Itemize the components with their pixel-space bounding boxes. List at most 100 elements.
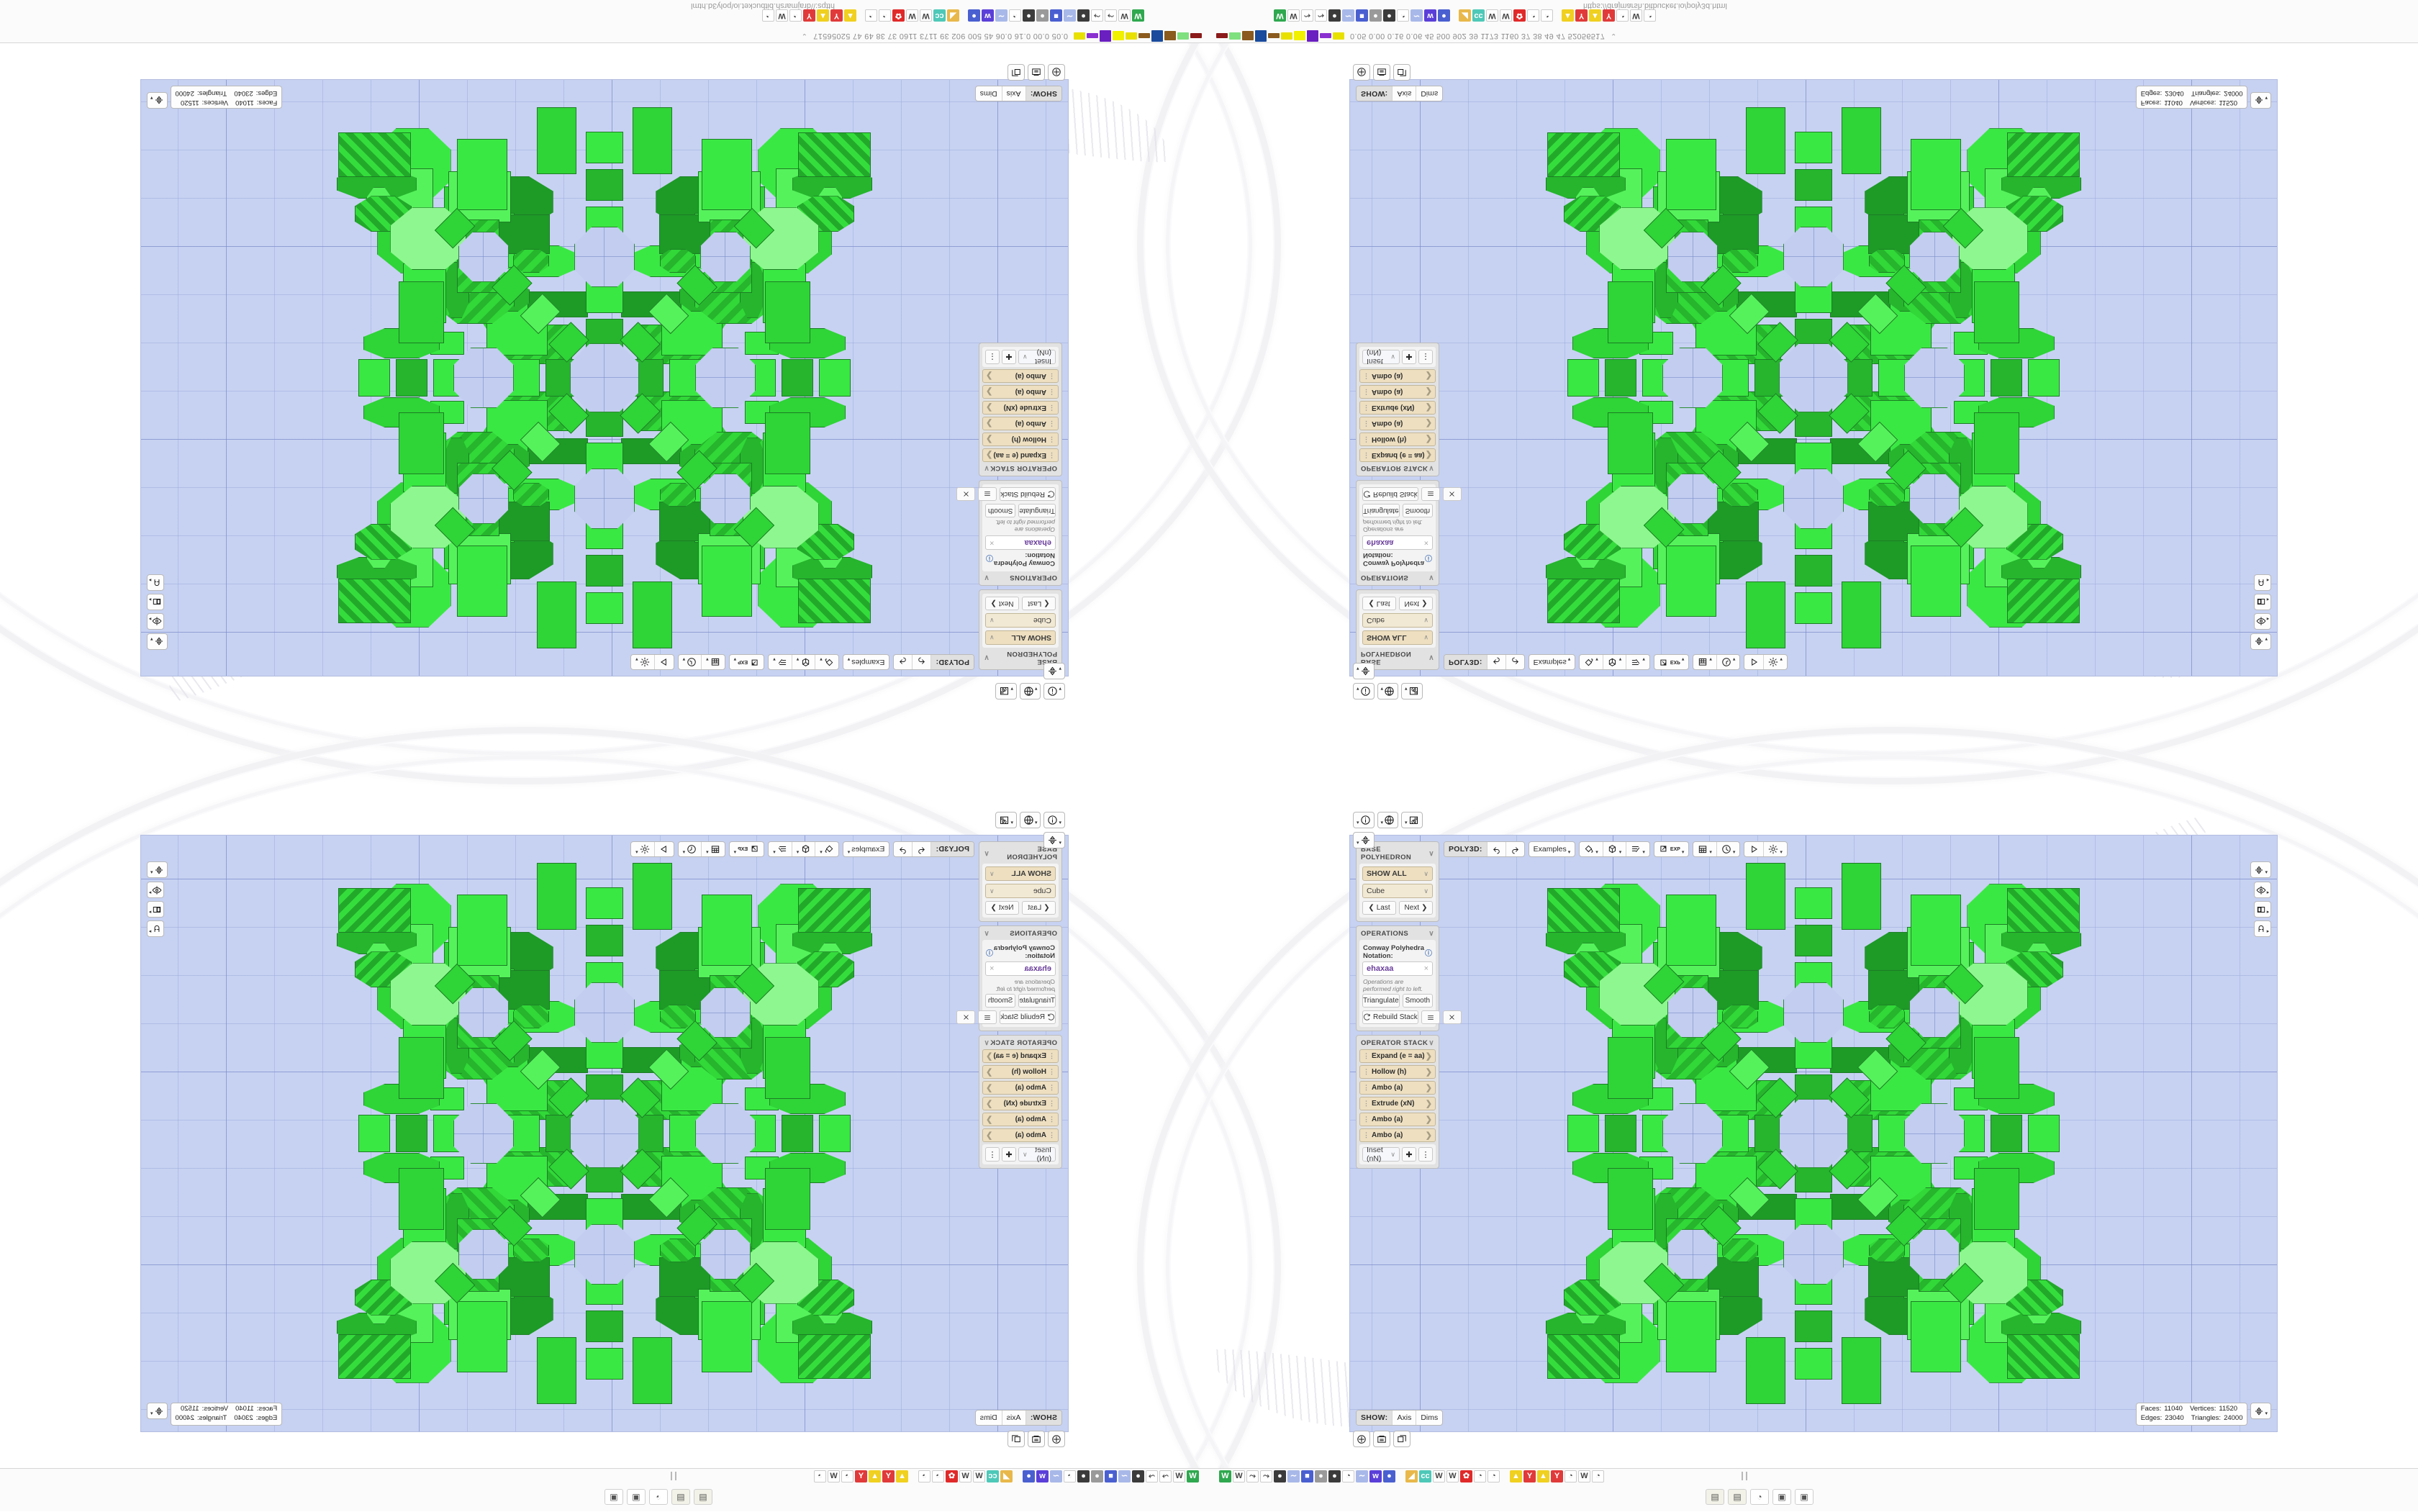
operator-stack-item[interactable]: ⋮ Hollow (h) ❯ <box>982 1065 1059 1079</box>
toolbar-button-play-triangle[interactable] <box>1744 842 1765 856</box>
y2-icon[interactable]: Y <box>1551 1470 1563 1482</box>
side-button-magnet[interactable]: ▸ <box>147 920 164 937</box>
chevron-down-icon[interactable]: ∨ <box>984 464 990 472</box>
info-button-globe[interactable]: ▾ <box>1377 812 1399 828</box>
operator-stack-item[interactable]: ⋮ Extrude (xN) ❯ <box>982 1097 1059 1110</box>
chevron-right-icon[interactable]: ❯ <box>1425 1084 1432 1092</box>
w-blue-icon[interactable]: w <box>1036 1470 1049 1482</box>
toolbar-button-export-arrow[interactable]: EXP ▾ <box>1654 842 1689 856</box>
fit-vertical-button[interactable]: ▾ <box>1353 663 1375 679</box>
chrome2-icon[interactable]: ◔ <box>879 9 891 22</box>
bookmark-item-0[interactable] <box>1190 33 1202 38</box>
operator-stack-item[interactable]: ⋮ Ambo (a) ❯ <box>982 1128 1059 1142</box>
toolbar-button-edit-lines[interactable]: ▾ <box>1626 654 1649 670</box>
y2-icon[interactable]: Y <box>1603 9 1615 22</box>
clear-stack-button[interactable] <box>956 1010 976 1024</box>
gray-face-icon[interactable]: ● <box>1036 9 1049 22</box>
side-button-contrast[interactable]: ▸ <box>2254 594 2271 610</box>
redo-button[interactable] <box>894 841 912 857</box>
clear-icon[interactable]: × <box>1423 964 1428 973</box>
axis-toggle[interactable]: Axis <box>1393 1411 1417 1425</box>
rebuild-stack-button[interactable]: Rebuild Stack <box>1362 1010 1418 1024</box>
operator-stack-item[interactable]: ⋮ Ambo (a) ❯ <box>1359 1113 1436 1126</box>
operator-menu-button[interactable]: ⋮ <box>1418 1147 1433 1162</box>
bird2-icon[interactable]: ⤳ <box>1146 1470 1158 1482</box>
drag-handle-icon[interactable]: ⋮ <box>1049 1084 1055 1091</box>
viewport-quadrant-bottom-right[interactable]: POLY3D: Examples ▾ ▾ ▾ ▾ EXP ▾ ▾ ▾ ▾ BASE POLYHEDRO… <box>1209 756 2418 1511</box>
tool-button-crosshair[interactable] <box>1048 1431 1065 1447</box>
chevron-right-icon[interactable]: ❯ <box>986 435 993 443</box>
toolbar-button-edit-lines[interactable]: ▾ <box>1626 842 1649 856</box>
taskbar-half-right[interactable]: W W ⤳ ⤳ ● ∼ ■ ● ● ◔ ∼ w ● ◢ cc W W ✿ ◔ ◔ ▲ Y ▲ Y ◔ W ◔ ▤ ▤ ◔ ▣ ▣ <box>1209 1469 2418 1512</box>
chevron-right-icon[interactable]: ❯ <box>1425 1100 1432 1108</box>
toolbar-button-edit-lines[interactable]: ▾ <box>769 654 792 670</box>
examples-group[interactable]: Examples ▾ <box>842 654 890 670</box>
chevron-down-icon[interactable]: ∨ <box>1428 849 1434 858</box>
chevron-right-icon[interactable]: ❯ <box>1425 419 1432 427</box>
notepad2-icon[interactable]: ▤ <box>671 1488 690 1505</box>
add-operator-select[interactable]: Inset (nN) ∨ <box>1018 1146 1056 1163</box>
side-button-eye[interactable]: ▸ <box>147 882 164 898</box>
viewport-fit-icon-row[interactable]: ▾ <box>1043 832 1065 848</box>
toolbar-button-paint-bucket[interactable]: ▾ <box>815 654 838 670</box>
side-button-eye[interactable]: ▸ <box>147 613 164 630</box>
wikipedia-icon[interactable]: W <box>1219 1470 1231 1482</box>
drag-handle-icon[interactable]: ⋮ <box>1363 1084 1369 1091</box>
y2-icon[interactable]: Y <box>855 1470 867 1482</box>
bookmark-item-8[interactable] <box>1087 33 1098 38</box>
chevron-right-icon[interactable]: ❯ <box>986 1084 993 1092</box>
show-group[interactable]: SHOW: Axis Dims <box>974 1410 1062 1426</box>
square-icon[interactable]: ■ <box>1050 9 1062 22</box>
side-button-eye[interactable]: ▸ <box>2254 882 2271 898</box>
tool-button-copy-frames[interactable] <box>1008 64 1025 81</box>
show-all-select[interactable]: SHOW ALL ∨ <box>1362 630 1433 645</box>
show-all-select[interactable]: SHOW ALL ∨ <box>985 866 1056 881</box>
chrome5-icon[interactable]: ◔ <box>762 9 774 22</box>
fit-vertical-button[interactable]: ▾ <box>1043 663 1065 679</box>
wikipedia-icon[interactable]: W <box>1187 1470 1199 1482</box>
y2-icon[interactable]: Y <box>803 9 815 22</box>
chevron-right-icon[interactable]: ❯ <box>1425 1068 1432 1077</box>
bookmark-item-2[interactable] <box>1242 31 1254 40</box>
wave-icon[interactable]: ∼ <box>1064 9 1076 22</box>
bookmark-item-7[interactable] <box>1100 30 1111 42</box>
drag-handle-icon[interactable]: ⋮ <box>1363 373 1369 380</box>
viewport-show-controls[interactable]: SHOW: Axis Dims <box>974 86 1062 101</box>
fit-view-button[interactable]: ▾ <box>2250 633 2271 650</box>
drag-handle-icon[interactable]: ⋮ <box>1049 436 1055 443</box>
chevron-right-icon[interactable]: ❯ <box>1425 435 1432 443</box>
toolbar-button-cube-solid[interactable]: ▾ <box>1603 654 1627 670</box>
triangulate-smooth-row[interactable]: Triangulate Smooth <box>985 994 1056 1008</box>
rebuild-row[interactable]: Rebuild Stack <box>956 1010 1056 1024</box>
wave-icon[interactable]: ∼ <box>1287 1470 1300 1482</box>
bird2-icon[interactable]: ⤳ <box>1260 1470 1272 1482</box>
notepad2-icon[interactable]: ▤ <box>1728 1488 1747 1505</box>
w-text-icon[interactable]: W <box>1173 1470 1185 1482</box>
operator-stack-item[interactable]: ⋮ Expand (e = aa) ❯ <box>1359 1049 1436 1063</box>
chrome-icon[interactable]: ◔ <box>1397 9 1409 22</box>
axis-toggle[interactable]: Axis <box>1393 86 1417 101</box>
w4-icon[interactable]: W <box>1578 1470 1590 1482</box>
drag-handle-icon[interactable]: ⋮ <box>1049 1100 1055 1107</box>
viewport-side-icons[interactable]: ▸ ▸ ▸ <box>147 882 164 940</box>
w4-icon[interactable]: W <box>828 1470 840 1482</box>
add-operator-button[interactable]: ✚ <box>1002 1147 1016 1162</box>
viewport-status-cluster[interactable]: Faces: 11040 Vertices: 11520 Edges: 23040 Tria… <box>2135 86 2271 109</box>
chrome2-icon[interactable]: ◔ <box>1527 9 1539 22</box>
viewport-side-icons[interactable]: ▸ ▸ ▸ <box>147 571 164 630</box>
chevron-right-icon[interactable]: ❯ <box>1425 403 1432 412</box>
drag-handle-icon[interactable]: ⋮ <box>1363 452 1369 459</box>
axis-toggle[interactable]: Axis <box>1001 1410 1025 1426</box>
viewport-quadrant-top-left[interactable]: POLY3D: Examples ▾ ▾ ▾ ▾ EXP ▾ ▾ ▾ ▾ BASE POLYHEDRO… <box>0 0 1209 756</box>
export-group[interactable]: EXP ▾ <box>728 841 765 857</box>
drag-handle-icon[interactable]: ⋮ <box>1363 420 1369 427</box>
clear-stack-button[interactable] <box>1442 1010 1462 1024</box>
viewport-bottom-left-tools[interactable] <box>1008 64 1065 81</box>
operator-stack-item[interactable]: ⋮ Ambo (a) ❯ <box>1359 369 1436 383</box>
toolbar-button-gear[interactable]: ▾ <box>1764 842 1787 856</box>
fit-zoom-button[interactable]: ▾ <box>147 1403 168 1420</box>
show-group[interactable]: SHOW: Axis Dims <box>1356 1410 1444 1426</box>
toolbar-button-cube-solid[interactable]: ▾ <box>791 654 815 670</box>
operations-header[interactable]: OPERATIONS ∨ <box>1359 571 1436 582</box>
bookmark-item-6[interactable] <box>1294 31 1305 40</box>
